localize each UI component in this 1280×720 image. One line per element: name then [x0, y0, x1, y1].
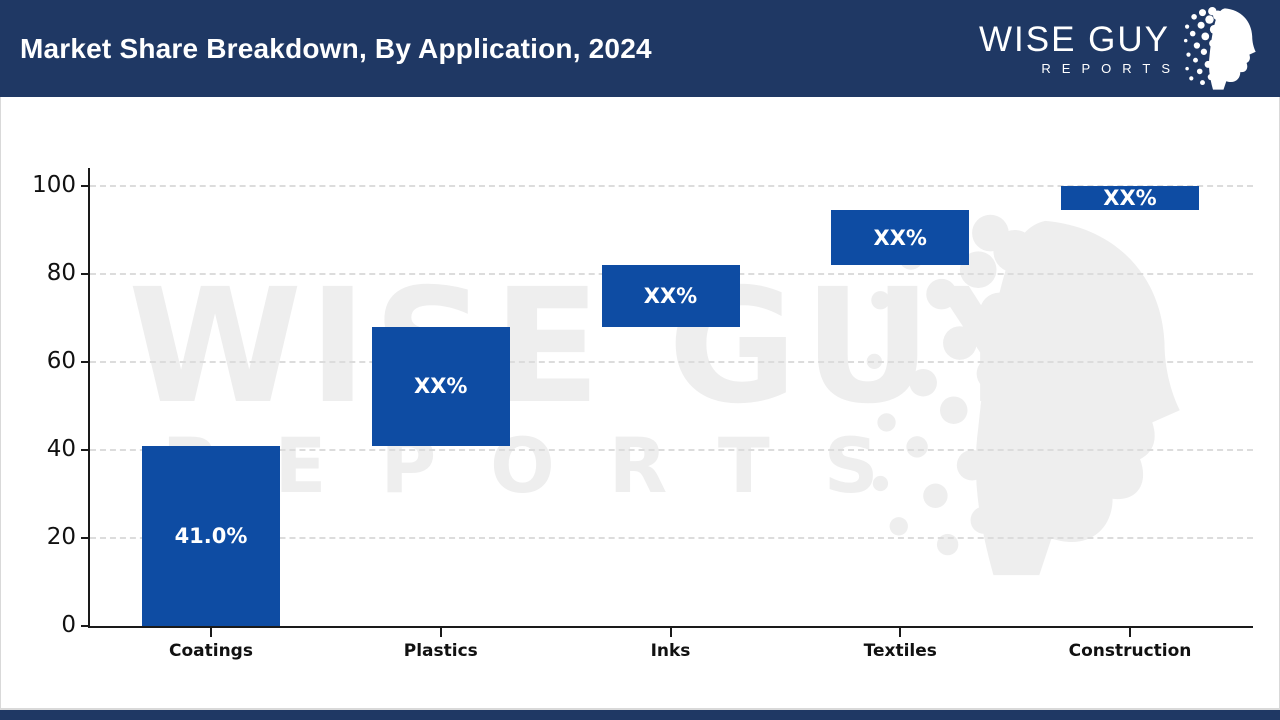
watermark-text-wise-guy: WISE GUY	[128, 255, 1059, 439]
logo-wise-guy-text: WISE GUY	[978, 19, 1170, 59]
logo-reports-text: REPORTS	[1041, 60, 1181, 76]
footer-bar	[0, 710, 1280, 720]
page-title: Market Share Breakdown, By Application, …	[20, 32, 652, 64]
watermark-head-icon	[866, 214, 1180, 576]
brand-logo: WISE GUY REPORTS	[979, 6, 1266, 91]
header-bar: Market Share Breakdown, By Application, …	[0, 0, 1280, 97]
brand-logo-text: WISE GUY REPORTS	[979, 22, 1170, 76]
watermark-text-reports: REPORTS	[162, 421, 933, 510]
logo-head-icon	[1183, 6, 1256, 90]
